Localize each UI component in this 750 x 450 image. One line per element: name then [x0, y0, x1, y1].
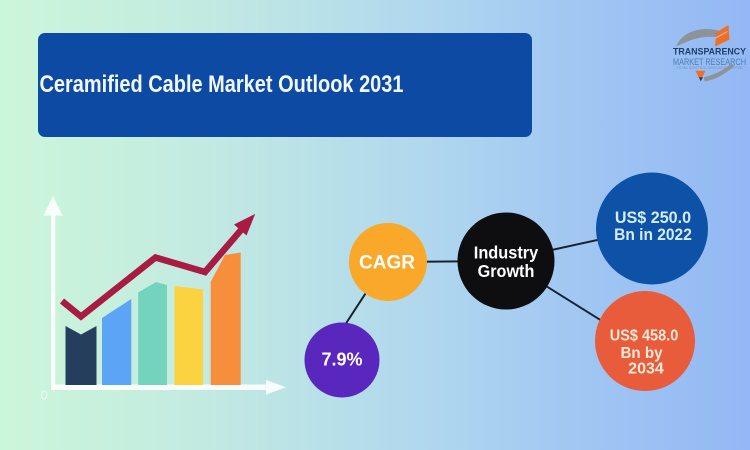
svg-text:Growth: Growth: [478, 261, 535, 281]
svg-text:CAGR: CAGR: [359, 253, 415, 274]
svg-text:2034: 2034: [628, 360, 664, 377]
svg-text:0: 0: [41, 388, 48, 403]
svg-text:US$ 458.0: US$ 458.0: [610, 328, 679, 345]
svg-text:Ceramified Cable Market Outloo: Ceramified Cable Market Outlook 2031: [40, 71, 404, 98]
svg-text:Industry: Industry: [474, 243, 539, 263]
svg-text:Bn in 2022: Bn in 2022: [614, 226, 692, 244]
svg-text:TRANSPARENCY: TRANSPARENCY: [673, 47, 747, 58]
svg-text:US$ 250.0: US$ 250.0: [615, 209, 691, 227]
svg-text:Bn by: Bn by: [621, 345, 663, 362]
svg-text:7.9%: 7.9%: [321, 350, 362, 370]
svg-text:A GLOBAL MARKET INTELLIGENCE A: A GLOBAL MARKET INTELLIGENCE AND ADVISOR…: [677, 66, 743, 70]
svg-text:MARKET RESEARCH: MARKET RESEARCH: [673, 57, 746, 67]
